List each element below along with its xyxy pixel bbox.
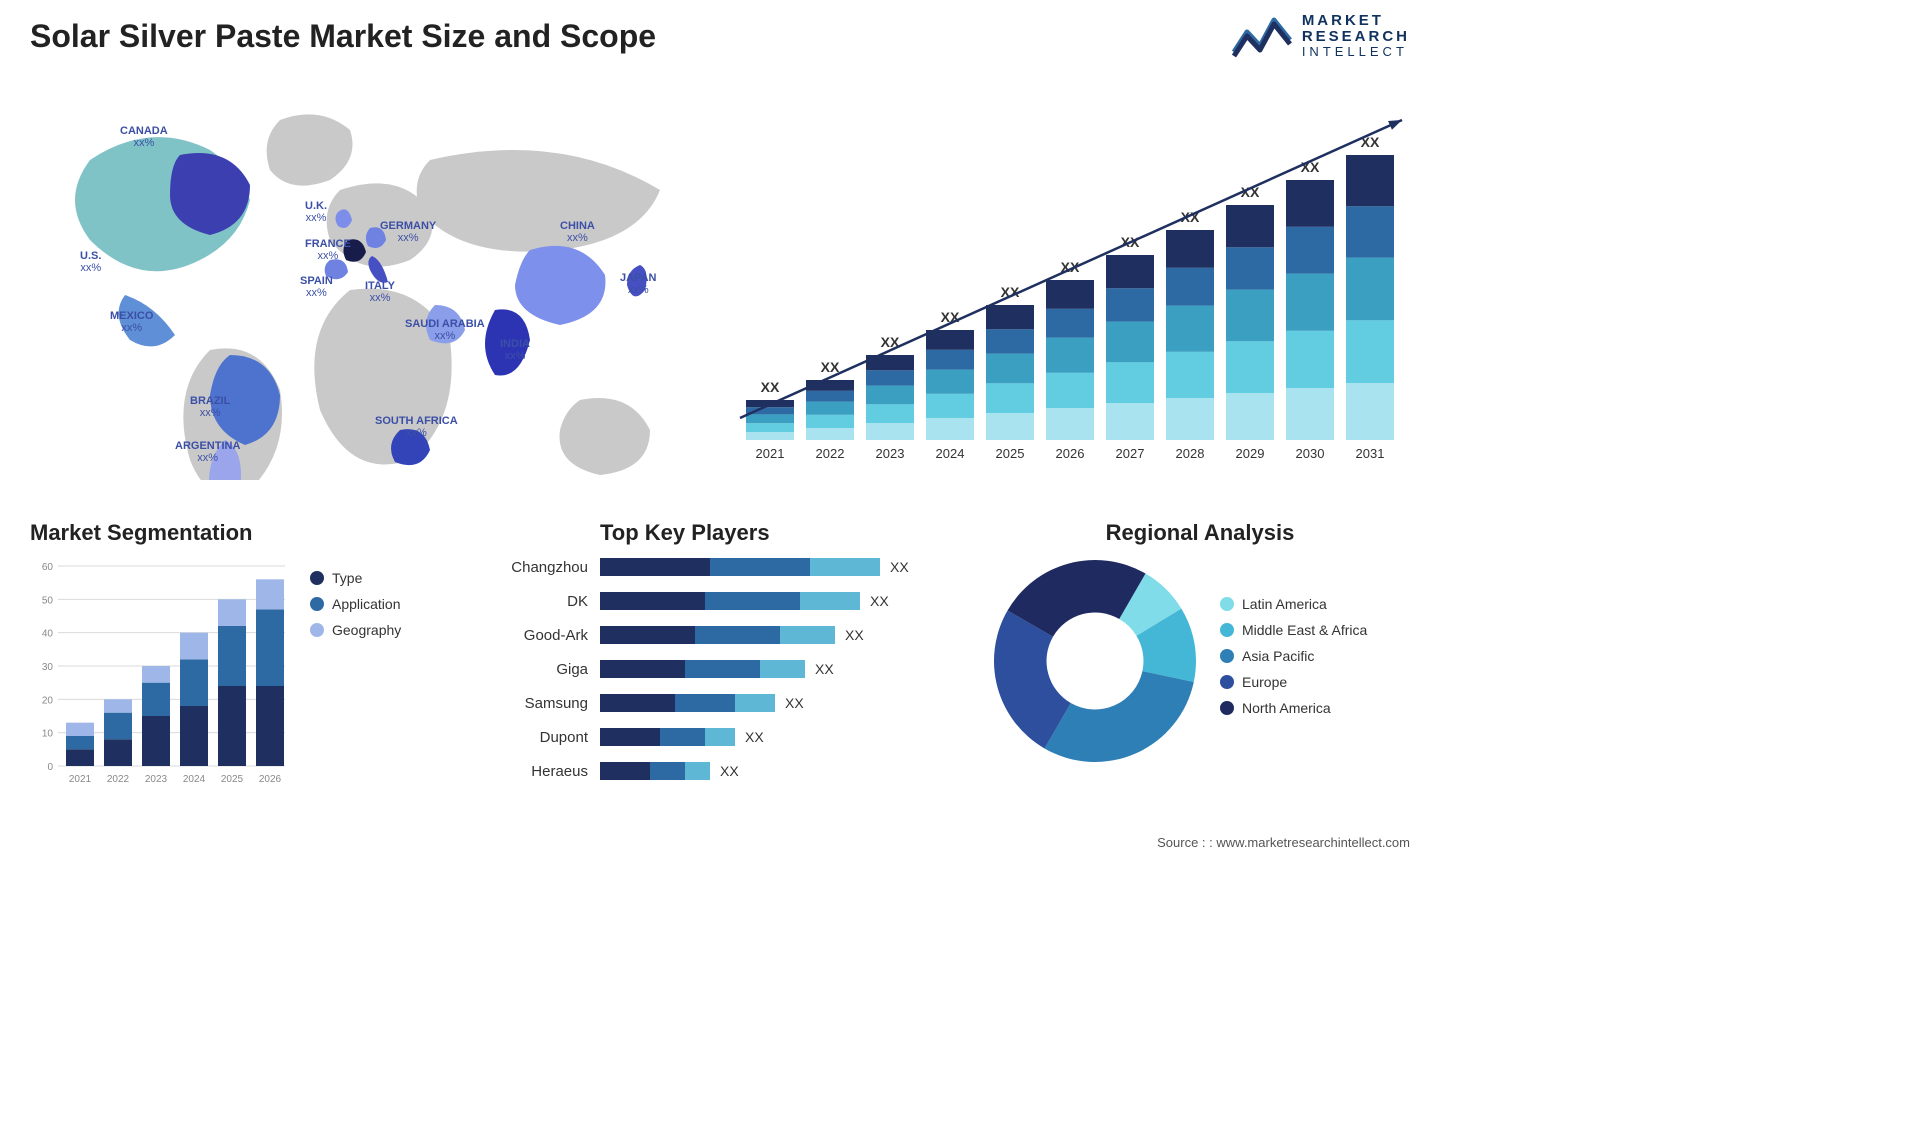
svg-text:0: 0 [47,762,53,773]
keyplayer-row: Samsung XX [470,690,980,716]
map-label: ITALYxx% [365,280,395,304]
keyplayer-bar [600,728,735,746]
world-map-panel: CANADAxx% U.S.xx% MEXICOxx% BRAZILxx% ARGENT… [30,100,700,480]
svg-text:2022: 2022 [816,446,845,461]
map-label: MEXICOxx% [110,310,153,334]
logo-icon [1232,12,1292,60]
keyplayer-value: XX [890,559,909,575]
logo-text-3: INTELLECT [1302,45,1410,59]
map-label: SPAINxx% [300,275,333,299]
map-label: ARGENTINAxx% [175,440,240,464]
keyplayer-name: Heraeus [470,763,600,780]
map-label: INDIAxx% [500,338,530,362]
svg-text:10: 10 [42,729,54,740]
svg-text:XX: XX [821,359,840,375]
map-label: SOUTH AFRICAxx% [375,415,458,439]
legend-item: Europe [1220,674,1367,690]
svg-text:60: 60 [42,562,54,573]
logo-text-1: MARKET [1302,13,1410,29]
legend-item: Application [310,596,401,612]
keyplayers-body: Changzhou XX DK XX Good-Ark XX Giga XX Samsung XX… [470,554,980,784]
page-title: Solar Silver Paste Market Size and Scope [30,18,656,55]
legend-item: North America [1220,700,1367,716]
keyplayer-name: Good-Ark [470,627,600,644]
logo-text-2: RESEARCH [1302,29,1410,45]
map-label: CHINAxx% [560,220,595,244]
svg-text:2022: 2022 [107,774,130,785]
svg-text:2025: 2025 [996,446,1025,461]
svg-text:2023: 2023 [876,446,905,461]
legend-item: Type [310,570,401,586]
svg-text:2027: 2027 [1116,446,1145,461]
map-label: FRANCExx% [305,238,351,262]
regional-title: Regional Analysis [990,520,1410,546]
segmentation-legend: Type Application Geography [310,570,401,648]
keyplayer-bar [600,762,710,780]
svg-text:2025: 2025 [221,774,244,785]
svg-text:40: 40 [42,629,54,640]
svg-text:2021: 2021 [69,774,92,785]
growth-bar-chart: XX2021XX2022XX2023XX2024XX2025XX2026XX20… [730,100,1410,480]
segmentation-chart: 0 10 20 30 40 50 60 2021 2022 2023 2024 2025 2026 [30,556,310,796]
svg-text:20: 20 [42,695,54,706]
svg-text:2031: 2031 [1356,446,1385,461]
svg-text:2029: 2029 [1236,446,1265,461]
svg-text:2030: 2030 [1296,446,1325,461]
brand-logo: MARKET RESEARCH INTELLECT [1232,12,1410,60]
keyplayer-bar [600,626,835,644]
svg-text:2023: 2023 [145,774,168,785]
keyplayer-value: XX [845,627,864,643]
map-label: U.K.xx% [305,200,327,224]
keyplayer-row: Giga XX [470,656,980,682]
keyplayer-row: Changzhou XX [470,554,980,580]
keyplayer-name: Dupont [470,729,600,746]
regional-panel: Regional Analysis Latin America Middle Ea… [990,520,1410,766]
svg-text:2021: 2021 [756,446,785,461]
map-label: CANADAxx% [120,125,168,149]
keyplayer-name: Samsung [470,695,600,712]
keyplayer-value: XX [745,729,764,745]
keyplayer-value: XX [815,661,834,677]
source-label: Source : : www.marketresearchintellect.c… [1157,835,1410,850]
keyplayer-bar [600,558,880,576]
keyplayer-value: XX [870,593,889,609]
keyplayers-title: Top Key Players [600,520,980,546]
keyplayer-row: DK XX [470,588,980,614]
regional-donut [990,556,1200,766]
keyplayer-value: XX [785,695,804,711]
map-label: JAPANxx% [620,272,656,296]
svg-text:2024: 2024 [183,774,206,785]
keyplayer-row: Heraeus XX [470,758,980,784]
keyplayers-panel: Top Key Players Changzhou XX DK XX Good-Ark X… [470,520,980,784]
svg-text:XX: XX [761,379,780,395]
svg-text:2026: 2026 [259,774,282,785]
legend-item: Asia Pacific [1220,648,1367,664]
regional-legend: Latin America Middle East & Africa Asia Pa… [1220,596,1367,726]
keyplayer-bar [600,592,860,610]
legend-item: Geography [310,622,401,638]
svg-text:50: 50 [42,595,54,606]
map-label: U.S.xx% [80,250,101,274]
legend-item: Middle East & Africa [1220,622,1367,638]
keyplayer-bar [600,660,805,678]
segmentation-panel: Market Segmentation 0 10 20 30 40 50 60 2021 202… [30,520,450,801]
map-label: SAUDI ARABIAxx% [405,318,485,342]
keyplayer-row: Good-Ark XX [470,622,980,648]
keyplayer-value: XX [720,763,739,779]
segmentation-title: Market Segmentation [30,520,450,546]
keyplayer-name: Giga [470,661,600,678]
svg-text:2028: 2028 [1176,446,1205,461]
keyplayer-row: Dupont XX [470,724,980,750]
legend-item: Latin America [1220,596,1367,612]
svg-text:30: 30 [42,662,54,673]
map-label: GERMANYxx% [380,220,436,244]
growth-chart-panel: XX2021XX2022XX2023XX2024XX2025XX2026XX20… [730,100,1410,480]
svg-text:2024: 2024 [936,446,965,461]
map-label: BRAZILxx% [190,395,230,419]
keyplayer-name: Changzhou [470,559,600,576]
keyplayer-name: DK [470,593,600,610]
svg-text:2026: 2026 [1056,446,1085,461]
keyplayer-bar [600,694,775,712]
